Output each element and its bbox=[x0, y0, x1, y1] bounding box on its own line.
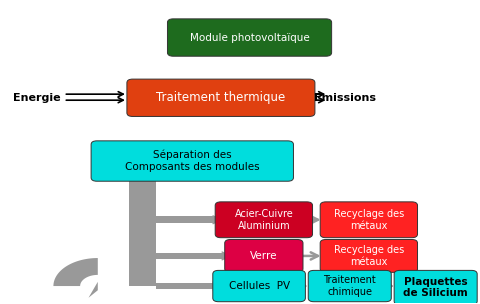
Bar bbox=[129, 178, 156, 286]
Text: Recyclage des
métaux: Recyclage des métaux bbox=[334, 245, 404, 267]
FancyBboxPatch shape bbox=[213, 270, 305, 302]
Polygon shape bbox=[53, 258, 98, 286]
Text: Module photovoltaïque: Module photovoltaïque bbox=[190, 33, 310, 43]
FancyBboxPatch shape bbox=[225, 240, 303, 272]
FancyBboxPatch shape bbox=[127, 79, 315, 116]
Bar bbox=[156, 283, 218, 289]
Text: Cellules  PV: Cellules PV bbox=[228, 281, 289, 291]
Bar bbox=[156, 216, 218, 223]
FancyBboxPatch shape bbox=[215, 202, 312, 238]
FancyBboxPatch shape bbox=[308, 270, 391, 302]
FancyBboxPatch shape bbox=[320, 240, 418, 272]
FancyBboxPatch shape bbox=[394, 270, 477, 304]
Bar bbox=[156, 253, 228, 259]
FancyBboxPatch shape bbox=[320, 202, 418, 238]
Text: Emissions: Emissions bbox=[314, 93, 376, 103]
Text: Acier-Cuivre
Aluminium: Acier-Cuivre Aluminium bbox=[235, 209, 293, 230]
Text: Recyclage des
métaux: Recyclage des métaux bbox=[334, 209, 404, 230]
Text: Traitement
chimique: Traitement chimique bbox=[324, 275, 376, 297]
Polygon shape bbox=[88, 282, 98, 298]
Text: Energie: Energie bbox=[13, 93, 61, 103]
Text: Plaquettes
de Silicium: Plaquettes de Silicium bbox=[403, 277, 468, 298]
Text: Traitement thermique: Traitement thermique bbox=[156, 91, 286, 104]
FancyBboxPatch shape bbox=[168, 19, 332, 56]
Text: Verre: Verre bbox=[250, 251, 277, 261]
FancyBboxPatch shape bbox=[91, 141, 293, 181]
Text: Séparation des
Composants des modules: Séparation des Composants des modules bbox=[125, 150, 260, 172]
